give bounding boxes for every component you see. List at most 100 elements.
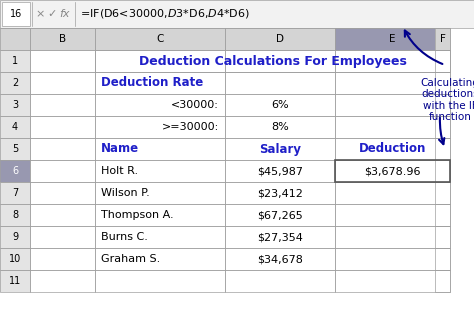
Bar (0, 182, 30, 204)
Text: ✓: ✓ (47, 9, 57, 19)
Bar (95, 248, 225, 270)
Bar (335, 182, 450, 204)
Bar (0, 0, 474, 28)
Bar (225, 226, 335, 248)
Bar (435, 160, 450, 182)
Bar (335, 270, 450, 292)
Bar (0, 72, 30, 94)
Bar (335, 50, 450, 72)
Text: $27,354: $27,354 (257, 232, 303, 242)
Bar (435, 204, 450, 226)
Bar (95, 204, 225, 226)
Bar (335, 204, 450, 226)
Bar (335, 226, 450, 248)
Bar (225, 204, 335, 226)
Bar (95, 72, 225, 94)
Bar (30, 28, 95, 50)
Text: >=30000:: >=30000: (162, 122, 219, 132)
Bar (30, 28, 95, 50)
Bar (225, 160, 335, 182)
Text: Deduction Rate: Deduction Rate (101, 76, 203, 89)
Text: F: F (439, 34, 446, 44)
Bar (30, 204, 95, 226)
Bar (30, 138, 95, 160)
Text: Graham S.: Graham S. (101, 254, 160, 264)
Bar (335, 116, 450, 138)
Bar (30, 94, 95, 116)
Bar (225, 270, 335, 292)
Bar (225, 28, 335, 50)
Bar (0, 116, 30, 138)
Bar (225, 94, 335, 116)
Bar (30, 94, 95, 116)
Bar (95, 116, 225, 138)
Bar (225, 182, 335, 204)
Bar (95, 50, 450, 72)
Bar (335, 270, 450, 292)
Text: $34,678: $34,678 (257, 254, 303, 264)
Bar (225, 72, 335, 94)
Bar (95, 182, 225, 204)
Bar (95, 72, 225, 94)
Bar (335, 160, 450, 182)
Text: 7: 7 (12, 188, 18, 198)
Bar (95, 270, 225, 292)
Bar (225, 270, 335, 292)
Bar (335, 50, 450, 72)
Bar (95, 94, 225, 116)
Text: Deduction Calculations For Employees: Deduction Calculations For Employees (138, 54, 406, 68)
Bar (335, 116, 450, 138)
Bar (95, 270, 225, 292)
Bar (0, 50, 30, 72)
Bar (335, 94, 450, 116)
Text: $23,412: $23,412 (257, 188, 303, 198)
Text: <30000:: <30000: (171, 100, 219, 110)
Bar (335, 248, 450, 270)
Bar (225, 72, 335, 94)
Text: =IF(D6<30000,$D$3*D6,$D$4*D6): =IF(D6<30000,$D$3*D6,$D$4*D6) (80, 8, 250, 21)
Bar (30, 226, 95, 248)
Bar (335, 160, 450, 182)
Bar (95, 50, 450, 72)
Bar (435, 72, 450, 94)
Bar (95, 226, 225, 248)
Text: 8%: 8% (271, 122, 289, 132)
Bar (0, 270, 30, 292)
Bar (225, 248, 335, 270)
Bar (0, 226, 30, 248)
Bar (225, 204, 335, 226)
Text: 6: 6 (12, 166, 18, 176)
Bar (225, 248, 335, 270)
Text: 1: 1 (12, 56, 18, 66)
Bar (0, 160, 30, 182)
Bar (30, 116, 95, 138)
Text: 3: 3 (12, 100, 18, 110)
Bar (95, 28, 225, 50)
Text: D: D (276, 34, 284, 44)
Text: Holt R.: Holt R. (101, 166, 138, 176)
Bar (225, 28, 335, 50)
Bar (435, 116, 450, 138)
Bar (0, 0, 474, 28)
Bar (435, 248, 450, 270)
Bar (30, 204, 95, 226)
Bar (0, 28, 30, 50)
Bar (0, 116, 30, 138)
Text: 8: 8 (12, 210, 18, 220)
Bar (30, 182, 95, 204)
Bar (335, 182, 450, 204)
Bar (0, 160, 30, 182)
Bar (335, 72, 450, 94)
Bar (335, 72, 450, 94)
Bar (95, 116, 225, 138)
Bar (2, 2, 30, 26)
Bar (335, 94, 450, 116)
Bar (30, 138, 95, 160)
Bar (0, 50, 30, 72)
Bar (335, 160, 450, 182)
Bar (0, 204, 30, 226)
Bar (95, 182, 225, 204)
Bar (0, 72, 30, 94)
Bar (30, 160, 95, 182)
Text: 5: 5 (12, 144, 18, 154)
